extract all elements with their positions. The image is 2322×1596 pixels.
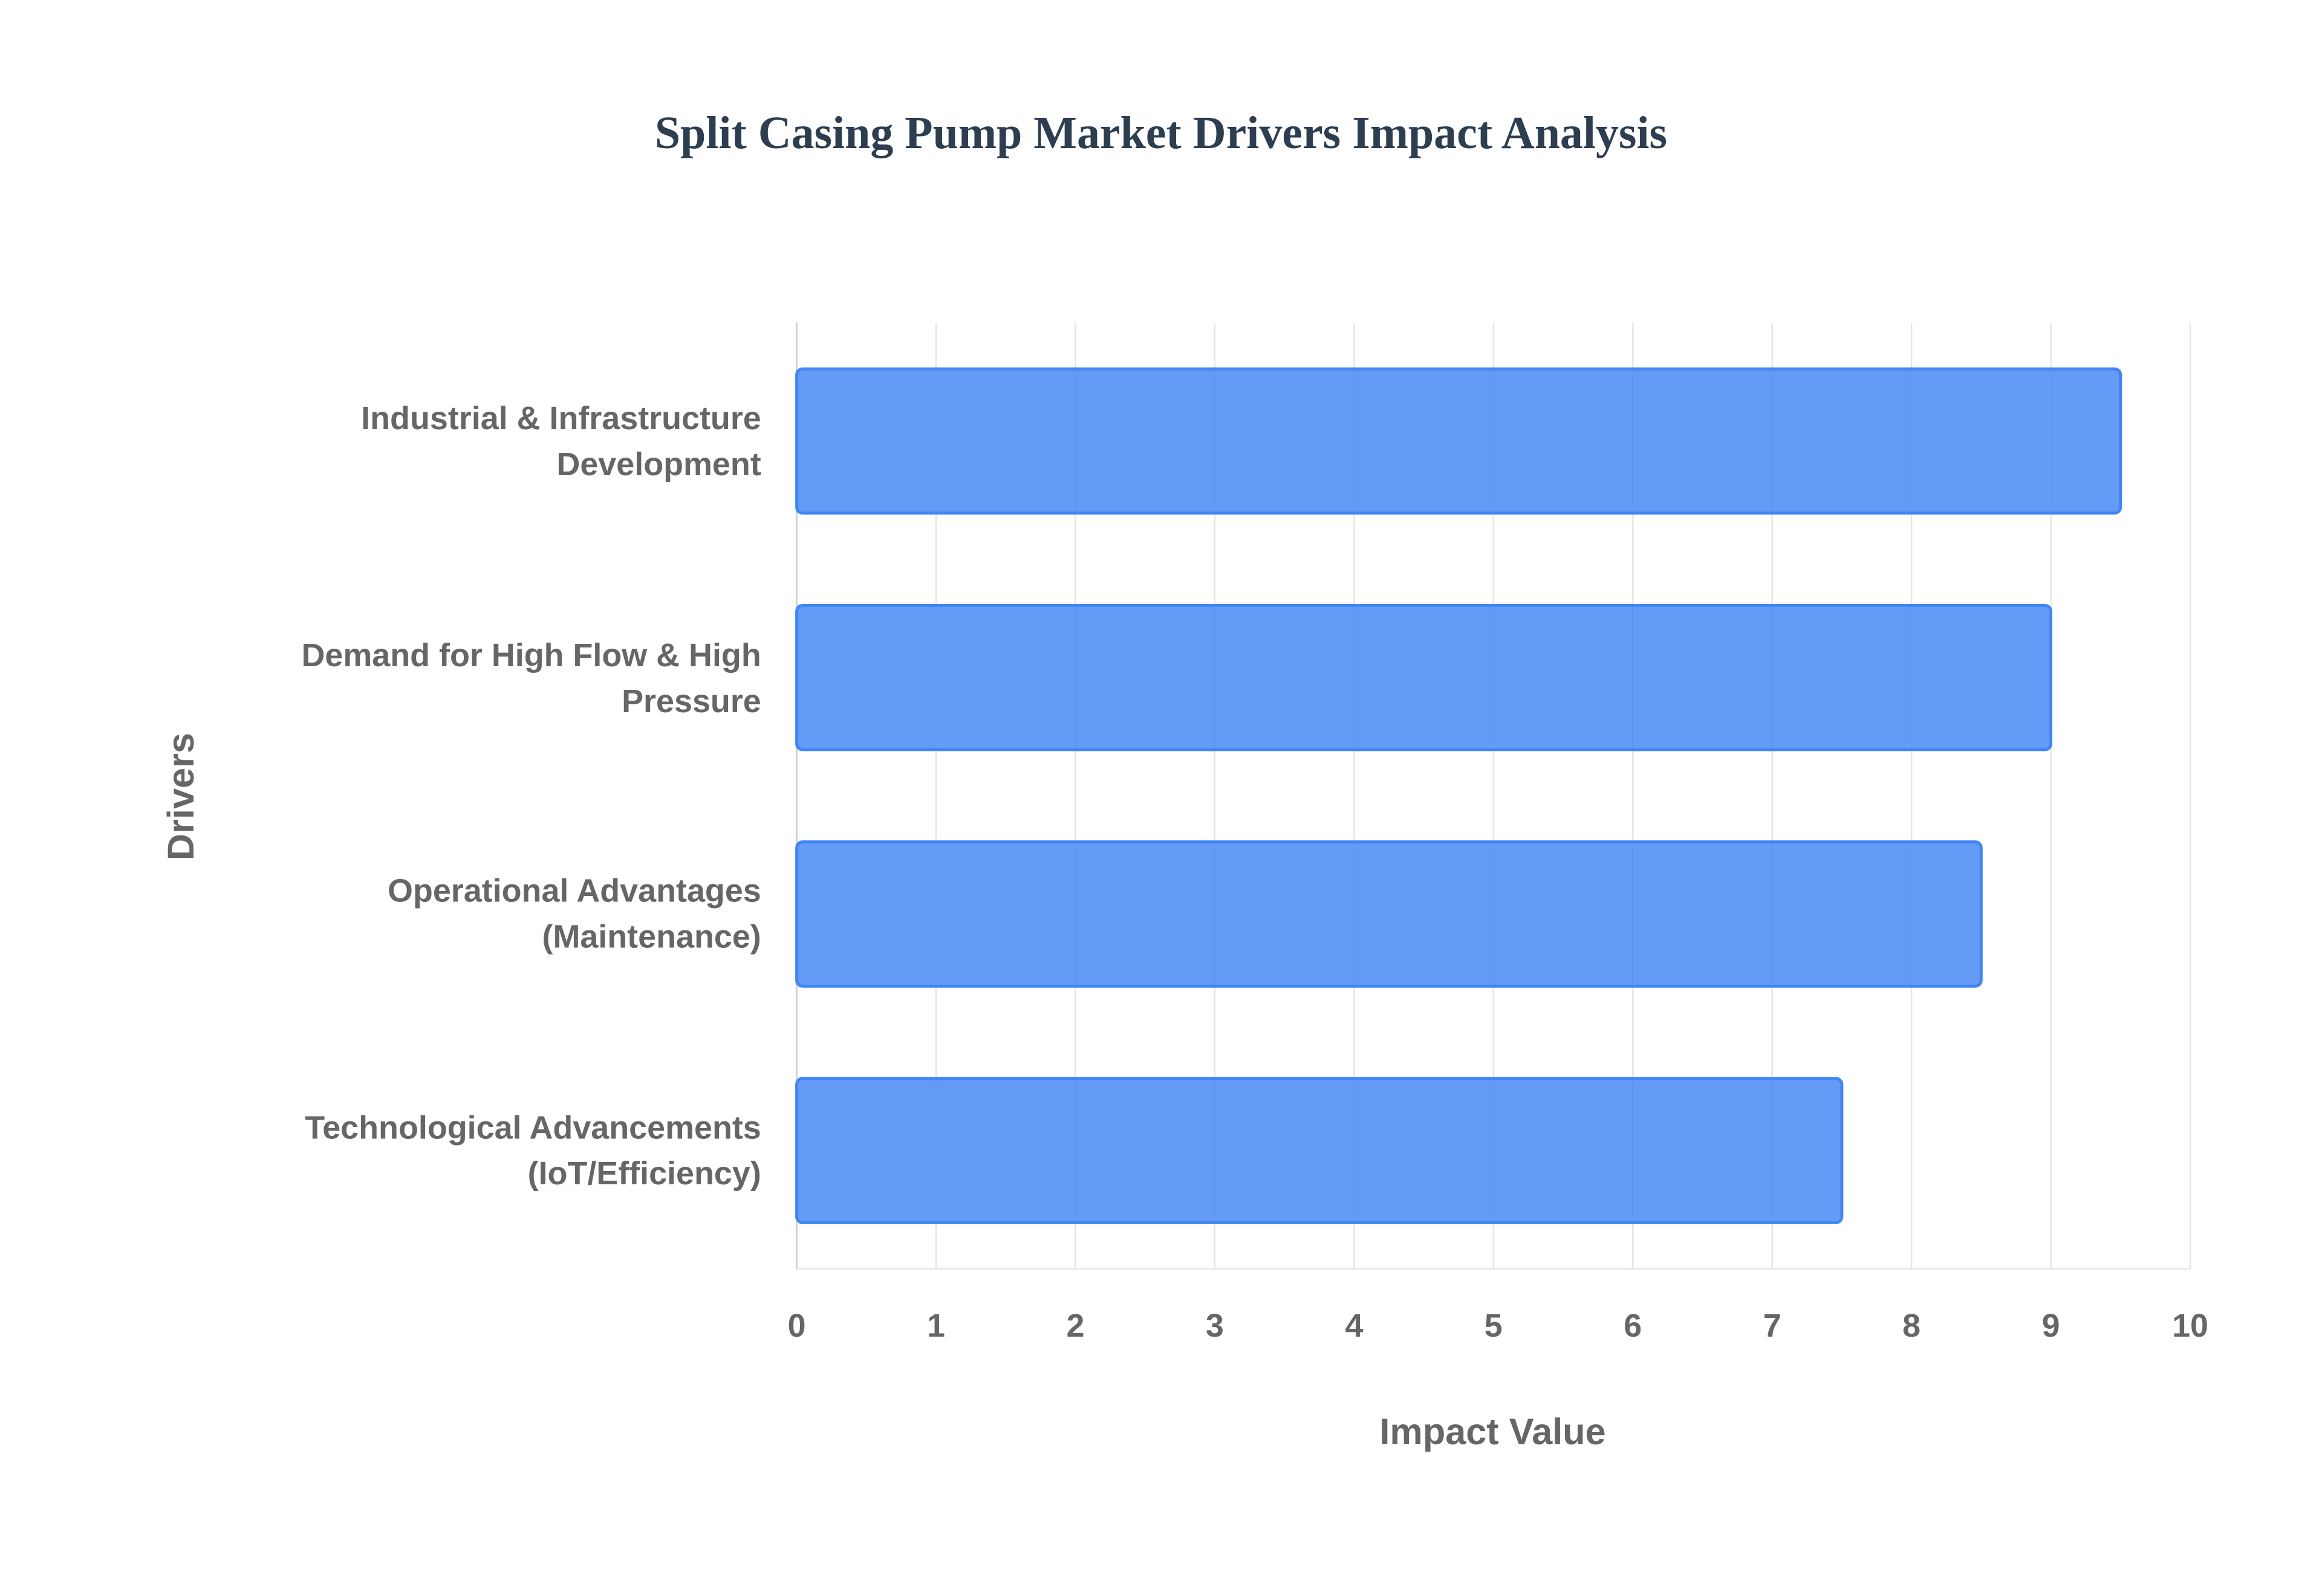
y-tick-label: Operational Advantages (Maintenance) — [388, 872, 761, 956]
y-tick-label: Industrial & Infrastructure Development — [361, 399, 761, 483]
bar — [795, 367, 2122, 515]
chart-title: Split Casing Pump Market Drivers Impact … — [655, 108, 1667, 158]
x-tick-label: 3 — [1206, 1308, 1224, 1344]
y-tick-label-box: Demand for High Flow & High Pressure — [301, 636, 761, 719]
bar — [795, 840, 1983, 988]
y-tick-label-box: Industrial & Infrastructure Development — [361, 399, 761, 483]
x-tick-label: 2 — [1066, 1308, 1084, 1344]
y-tick-label: Technological Advancements (IoT/Efficien… — [305, 1109, 761, 1192]
x-tick-label: 8 — [1902, 1308, 1920, 1344]
x-tick-label: 1 — [927, 1308, 945, 1344]
x-tick-label: 7 — [1763, 1308, 1781, 1344]
x-tick-label: 6 — [1624, 1308, 1642, 1344]
x-tick-label: 4 — [1345, 1308, 1363, 1344]
x-tick-label: 10 — [2172, 1308, 2208, 1344]
y-tick-label-box: Operational Advantages (Maintenance) — [388, 872, 761, 956]
x-tick-label: 9 — [2042, 1308, 2060, 1344]
x-tick-label: 0 — [788, 1308, 806, 1344]
bar — [795, 1077, 1844, 1224]
y-tick-label-box: Technological Advancements (IoT/Efficien… — [305, 1109, 761, 1192]
y-axis-title: Drivers — [160, 733, 201, 860]
bar — [795, 603, 2053, 751]
y-tick-label: Demand for High Flow & High Pressure — [301, 636, 761, 719]
x-tick-label: 5 — [1485, 1308, 1503, 1344]
x-axis-title: Impact Value — [1379, 1411, 1605, 1452]
